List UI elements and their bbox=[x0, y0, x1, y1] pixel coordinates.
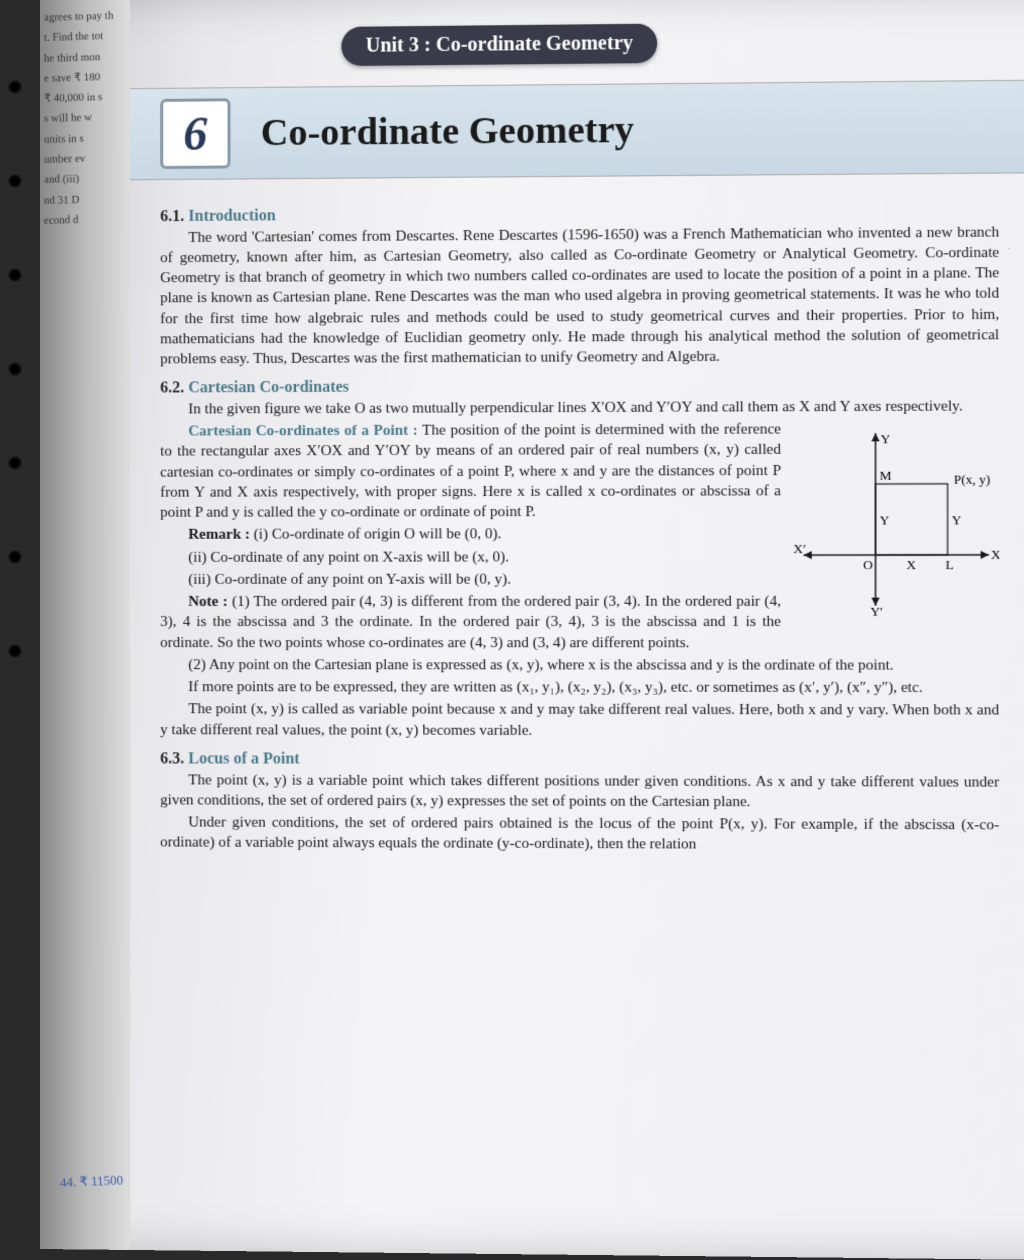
x-segment-label: X bbox=[906, 557, 916, 572]
binding-hole bbox=[8, 550, 22, 564]
page-content: 6.1. Introduction The word 'Cartesian' c… bbox=[160, 174, 999, 857]
binding-hole bbox=[8, 456, 22, 470]
chapter-title: Co-ordinate Geometry bbox=[261, 108, 634, 156]
remark-i: (i) Co-ordinate of origin O will be (0, … bbox=[254, 527, 502, 543]
unit-banner: Unit 3 : Co-ordinate Geometry bbox=[341, 24, 657, 66]
section-number: 6.2. bbox=[160, 380, 184, 397]
chapter-number-box: 6 bbox=[160, 98, 230, 169]
s62-intro: In the given figure we take O as two mut… bbox=[160, 396, 999, 420]
edge-text: e save ₹ 180 bbox=[44, 69, 126, 86]
edge-text: agrees to pay th bbox=[44, 8, 126, 25]
note-label: Note : bbox=[188, 594, 227, 610]
binding-hole bbox=[8, 644, 22, 658]
variable-point-paragraph: The point (x, y) is called as variable p… bbox=[160, 700, 999, 742]
point-M-label: M bbox=[880, 468, 892, 483]
section-6-3-heading: 6.3. Locus of a Point bbox=[160, 748, 999, 772]
remark-label: Remark : bbox=[188, 527, 250, 543]
edge-text: he third mon bbox=[44, 49, 126, 66]
binding-hole bbox=[8, 80, 22, 94]
more-points-paragraph: If more points are to be expressed, they… bbox=[160, 677, 999, 698]
edge-text: umber ev bbox=[44, 151, 126, 167]
locus-p2: Under given conditions, the set of order… bbox=[160, 812, 999, 856]
axis-label-Xprime: X′ bbox=[793, 541, 806, 556]
point-P-label: P(x, y) bbox=[954, 472, 991, 487]
origin-label: O bbox=[863, 557, 873, 572]
margin-annotation: 44. ₹ 11500 bbox=[60, 1172, 124, 1191]
intro-paragraph: The word 'Cartesian' comes from Descarte… bbox=[160, 222, 999, 370]
axis-label-X: X bbox=[991, 547, 999, 562]
coordinate-axes-diagram: Y Y′ X X′ O M P(x, y) L X Y Y bbox=[793, 423, 999, 616]
note-1: (1) The ordered pair (4, 3) is different… bbox=[160, 594, 781, 651]
section-number: 6.1. bbox=[160, 208, 184, 225]
edge-text: s will he w bbox=[44, 110, 126, 126]
section-title: Locus of a Point bbox=[188, 750, 299, 767]
edge-text: ₹ 40,000 in s bbox=[44, 90, 126, 106]
previous-page-edge: agrees to pay th t. Find the tot he thir… bbox=[40, 0, 130, 1250]
section-number: 6.3. bbox=[160, 750, 184, 767]
edge-text: nd 31 D bbox=[44, 191, 126, 207]
locus-p1: The point (x, y) is a variable point whi… bbox=[160, 770, 999, 813]
point-L-label: L bbox=[946, 557, 954, 572]
binding-hole bbox=[8, 174, 22, 188]
axis-label-Yprime: Y′ bbox=[870, 604, 883, 616]
binding-hole bbox=[8, 362, 22, 376]
edge-text: units in s bbox=[44, 130, 126, 146]
y-segment-label-right: Y bbox=[952, 512, 962, 527]
chapter-header: 6 Co-ordinate Geometry bbox=[40, 80, 1024, 181]
cartesian-point-subhead: Cartesian Co-ordinates of a Point : bbox=[188, 423, 418, 440]
edge-text: and (iii) bbox=[44, 171, 126, 187]
spiral-binding bbox=[8, 0, 28, 1249]
section-title: Introduction bbox=[188, 207, 275, 225]
edge-text: econd d bbox=[44, 212, 126, 228]
note-2: (2) Any point on the Cartesian plane is … bbox=[160, 655, 999, 676]
axis-label-Y: Y bbox=[881, 431, 891, 446]
y-segment-label-left: Y bbox=[880, 513, 890, 528]
edge-text: t. Find the tot bbox=[44, 29, 126, 46]
section-title: Cartesian Co-ordinates bbox=[188, 379, 349, 397]
binding-hole bbox=[8, 268, 22, 282]
textbook-page: agrees to pay th t. Find the tot he thir… bbox=[40, 0, 1024, 1260]
